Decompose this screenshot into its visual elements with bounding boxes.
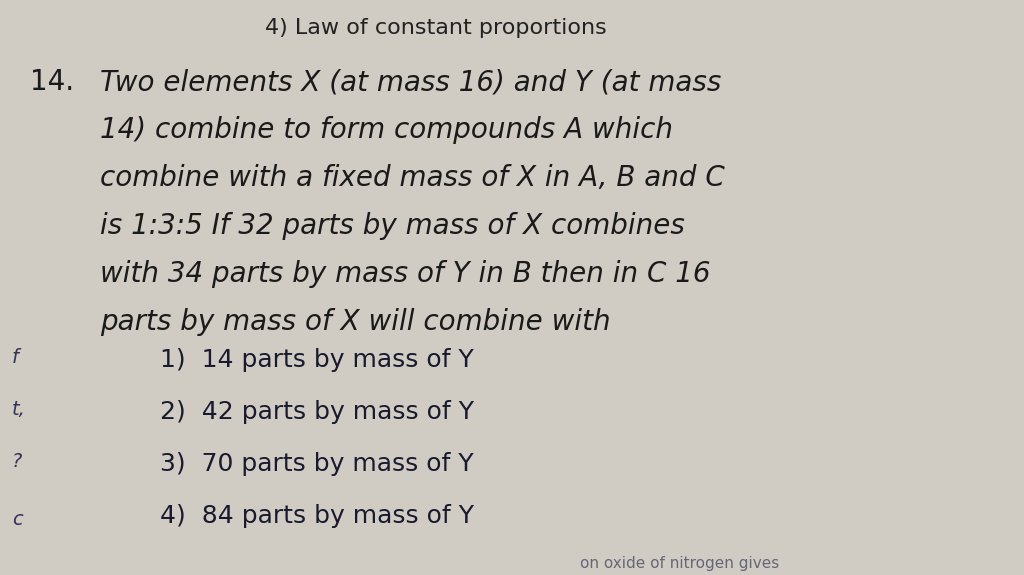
Text: 14.: 14. — [30, 68, 74, 96]
Text: 2)  42 parts by mass of Y: 2) 42 parts by mass of Y — [160, 400, 474, 424]
Text: parts by mass of X will combine with: parts by mass of X will combine with — [100, 308, 610, 336]
Text: 4) Law of constant proportions: 4) Law of constant proportions — [265, 18, 607, 38]
Text: combine with a fixed mass of X in A, B and C: combine with a fixed mass of X in A, B a… — [100, 164, 725, 192]
Text: Two elements X (at mass 16) and Y (at mass: Two elements X (at mass 16) and Y (at ma… — [100, 68, 721, 96]
Text: is 1:3:5 If 32 parts by mass of X combines: is 1:3:5 If 32 parts by mass of X combin… — [100, 212, 685, 240]
Text: t,: t, — [12, 400, 26, 419]
Text: 14) combine to form compounds A which: 14) combine to form compounds A which — [100, 116, 673, 144]
Text: 4)  84 parts by mass of Y: 4) 84 parts by mass of Y — [160, 504, 474, 528]
Text: 3)  70 parts by mass of Y: 3) 70 parts by mass of Y — [160, 452, 474, 476]
Text: f: f — [12, 348, 18, 367]
Text: 1)  14 parts by mass of Y: 1) 14 parts by mass of Y — [160, 348, 474, 372]
Text: on oxide of nitrogen gives: on oxide of nitrogen gives — [580, 556, 779, 571]
Text: with 34 parts by mass of Y in B then in C 16: with 34 parts by mass of Y in B then in … — [100, 260, 711, 288]
Text: c: c — [12, 510, 23, 529]
Text: ?: ? — [12, 452, 23, 471]
